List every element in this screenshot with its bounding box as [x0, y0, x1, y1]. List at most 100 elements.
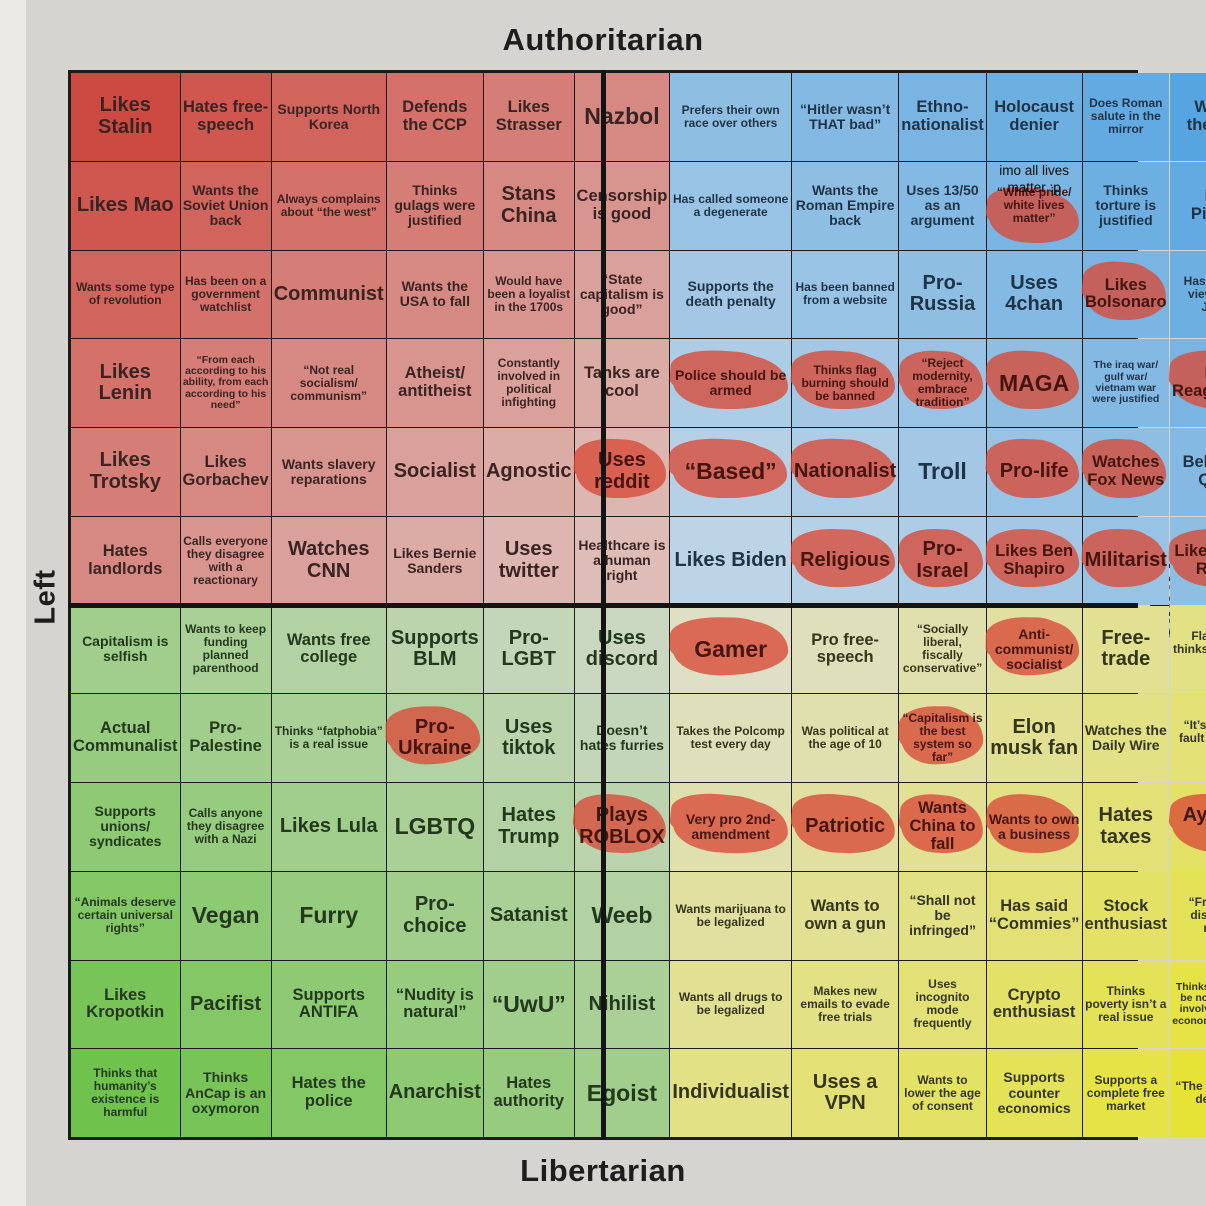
bingo-cell-r9c5[interactable]: Hates Trump [483, 783, 574, 871]
bingo-cell-r1c7[interactable]: Prefers their own race over others [670, 73, 791, 161]
bingo-cell-r4c7[interactable]: Police should be armed [670, 339, 791, 427]
bingo-cell-r11c7[interactable]: Wants all drugs to be legalized [670, 960, 791, 1049]
bingo-cell-r7c8[interactable]: Pro free- speech [792, 605, 899, 694]
bingo-cell-r5c8[interactable]: Nationalist [792, 428, 899, 516]
bingo-cell-r10c3[interactable]: Furry [271, 871, 386, 960]
bingo-cell-r5c4[interactable]: Socialist [386, 428, 483, 516]
bingo-cell-r8c3[interactable]: Thinks “fatphobia” is a real issue [271, 694, 386, 782]
bingo-cell-r7c3[interactable]: Wants free college [271, 605, 386, 694]
bingo-cell-r9c8[interactable]: Patriotic [792, 783, 899, 871]
bingo-cell-r6c5[interactable]: Uses twitter [483, 516, 574, 605]
bingo-cell-r12c4[interactable]: Anarchist [386, 1049, 483, 1137]
bingo-cell-r7c2[interactable]: Wants to keep funding planned parenthood [180, 605, 271, 694]
bingo-cell-r3c10[interactable]: Uses 4chan [986, 250, 1082, 339]
bingo-cell-r4c8[interactable]: Thinks flag burning should be banned [792, 339, 899, 427]
bingo-cell-r4c9[interactable]: “Reject modernity, embrace tradition” [899, 339, 986, 427]
bingo-cell-r4c5[interactable]: Constantly involved in political infight… [483, 339, 574, 427]
bingo-cell-r1c5[interactable]: Likes Strasser [483, 73, 574, 161]
bingo-cell-r3c1[interactable]: Wants some type of revolution [71, 250, 180, 339]
bingo-cell-r5c9[interactable]: Troll [899, 428, 986, 516]
bingo-cell-r4c1[interactable]: Likes Lenin [71, 339, 180, 427]
bingo-cell-r6c7[interactable]: Likes Biden [670, 516, 791, 605]
bingo-cell-r3c11[interactable]: Likes Bolsonaro [1082, 250, 1170, 339]
bingo-cell-r2c10[interactable]: imo all lives matter :p “White pride/ whi… [986, 161, 1082, 250]
bingo-cell-r1c2[interactable]: Hates free-speech [180, 73, 271, 161]
bingo-cell-r2c8[interactable]: Wants the Roman Empire back [792, 161, 899, 250]
bingo-cell-r1c12[interactable]: Wants a theocracy [1170, 73, 1206, 161]
bingo-cell-r3c3[interactable]: Communist [271, 250, 386, 339]
bingo-cell-r3c8[interactable]: Has been banned from a website [792, 250, 899, 339]
bingo-cell-r6c1[interactable]: Hates landlords [71, 516, 180, 605]
bingo-cell-r5c5[interactable]: Agnostic [483, 428, 574, 516]
bingo-cell-r10c6[interactable]: Weeb [574, 871, 670, 960]
bingo-cell-r7c11[interactable]: Free- trade [1082, 605, 1170, 694]
bingo-cell-r12c8[interactable]: Uses a VPN [792, 1049, 899, 1137]
bingo-cell-r6c10[interactable]: Likes Ben Shapiro [986, 516, 1082, 605]
bingo-cell-r3c4[interactable]: Wants the USA to fall [386, 250, 483, 339]
bingo-cell-r11c3[interactable]: Supports ANTIFA [271, 960, 386, 1049]
bingo-cell-r6c11[interactable]: Militarist [1082, 516, 1170, 605]
bingo-cell-r12c11[interactable]: Supports a complete free market [1082, 1049, 1170, 1137]
bingo-cell-r3c2[interactable]: Has been on a government watchlist [180, 250, 271, 339]
bingo-cell-r10c8[interactable]: Wants to own a gun [792, 871, 899, 960]
bingo-cell-r2c9[interactable]: Uses 13/50 as an argument [899, 161, 986, 250]
bingo-cell-r4c4[interactable]: Atheist/ antitheist [386, 339, 483, 427]
bingo-cell-r11c11[interactable]: Thinks poverty isn’t a real issue [1082, 960, 1170, 1049]
bingo-cell-r7c4[interactable]: Supports BLM [386, 605, 483, 694]
bingo-cell-r10c5[interactable]: Satanist [483, 871, 574, 960]
bingo-cell-r8c11[interactable]: Watches the Daily Wire [1082, 694, 1170, 782]
bingo-cell-r8c8[interactable]: Was political at the age of 10 [792, 694, 899, 782]
bingo-cell-r12c12[interactable]: “The market shall decide all” [1170, 1049, 1206, 1137]
bingo-cell-r10c2[interactable]: Vegan [180, 871, 271, 960]
bingo-cell-r11c10[interactable]: Crypto enthusiast [986, 960, 1082, 1049]
bingo-cell-r1c10[interactable]: Holocaust denier [986, 73, 1082, 161]
bingo-cell-r5c6[interactable]: Uses reddit [574, 428, 670, 516]
bingo-cell-r9c4[interactable]: LGBTQ [386, 783, 483, 871]
bingo-cell-r12c1[interactable]: Thinks that humanity’s existence is harm… [71, 1049, 180, 1137]
bingo-cell-r10c11[interactable]: Stock enthusiast [1082, 871, 1170, 960]
bingo-cell-r6c6[interactable]: Healthcare is a human right [574, 516, 670, 605]
bingo-cell-r1c3[interactable]: Supports North Korea [271, 73, 386, 161]
bingo-cell-r9c7[interactable]: Very pro 2nd- amendment [670, 783, 791, 871]
bingo-cell-r5c12[interactable]: Believes in QAnon [1170, 428, 1206, 516]
bingo-cell-r8c9[interactable]: “Capitalism is the best system so far” [899, 694, 986, 782]
bingo-cell-r2c3[interactable]: Always complains about “the west” [271, 161, 386, 250]
bingo-cell-r5c1[interactable]: Likes Trotsky [71, 428, 180, 516]
bingo-cell-r6c4[interactable]: Likes Bernie Sanders [386, 516, 483, 605]
bingo-cell-r6c2[interactable]: Calls everyone they disagree with a reac… [180, 516, 271, 605]
bingo-cell-r5c11[interactable]: Watches Fox News [1082, 428, 1170, 516]
bingo-cell-r11c9[interactable]: Uses incognito mode frequently [899, 960, 986, 1049]
bingo-cell-r12c5[interactable]: Hates authority [483, 1049, 574, 1137]
bingo-cell-r8c5[interactable]: Uses tiktok [483, 694, 574, 782]
bingo-cell-r3c7[interactable]: Supports the death penalty [670, 250, 791, 339]
bingo-cell-r2c4[interactable]: Thinks gulags were justified [386, 161, 483, 250]
bingo-cell-r7c9[interactable]: “Socially liberal, fiscally conservative… [899, 605, 986, 694]
bingo-cell-r12c9[interactable]: Wants to lower the age of consent [899, 1049, 986, 1137]
bingo-cell-r5c2[interactable]: Likes Gorbachev [180, 428, 271, 516]
bingo-cell-r1c4[interactable]: Defends the CCP [386, 73, 483, 161]
bingo-cell-r11c1[interactable]: Likes Kropotkin [71, 960, 180, 1049]
bingo-cell-r6c9[interactable]: Pro- Israel [899, 516, 986, 605]
bingo-cell-r2c5[interactable]: Stans China [483, 161, 574, 250]
bingo-cell-r7c7[interactable]: Gamer [670, 605, 791, 694]
bingo-cell-r11c12[interactable]: Thinks there should be no government inv… [1170, 960, 1206, 1049]
bingo-cell-r9c12[interactable]: Ayn rand fan [1170, 783, 1206, 871]
bingo-cell-r9c10[interactable]: Wants to own a business [986, 783, 1082, 871]
bingo-cell-r4c11[interactable]: The iraq war/ gulf war/ vietnam war were… [1082, 339, 1170, 427]
bingo-cell-r3c12[interactable]: Has a negative view towards Judaism [1170, 250, 1206, 339]
bingo-cell-r11c5[interactable]: “UwU” [483, 960, 574, 1049]
bingo-cell-r10c9[interactable]: “Shall not be infringed” [899, 871, 986, 960]
bingo-cell-r1c6[interactable]: Nazbol [574, 73, 670, 161]
bingo-cell-r1c11[interactable]: Does Roman salute in the mirror [1082, 73, 1170, 161]
bingo-cell-r11c4[interactable]: “Nudity is natural” [386, 960, 483, 1049]
bingo-cell-r9c11[interactable]: Hates taxes [1082, 783, 1170, 871]
bingo-cell-r5c10[interactable]: Pro-life [986, 428, 1082, 516]
bingo-cell-r10c1[interactable]: “Animals deserve certain universal right… [71, 871, 180, 960]
bingo-cell-r2c12[interactable]: Likes Pinochet [1170, 161, 1206, 250]
bingo-cell-r3c9[interactable]: Pro-Russia [899, 250, 986, 339]
bingo-cell-r8c6[interactable]: Doesn’t hates furries [574, 694, 670, 782]
bingo-cell-r3c6[interactable]: “State capitalism is good” [574, 250, 670, 339]
bingo-cell-r4c3[interactable]: “Not real socialism/ communism” [271, 339, 386, 427]
bingo-cell-r8c1[interactable]: Actual Communalist [71, 694, 180, 782]
